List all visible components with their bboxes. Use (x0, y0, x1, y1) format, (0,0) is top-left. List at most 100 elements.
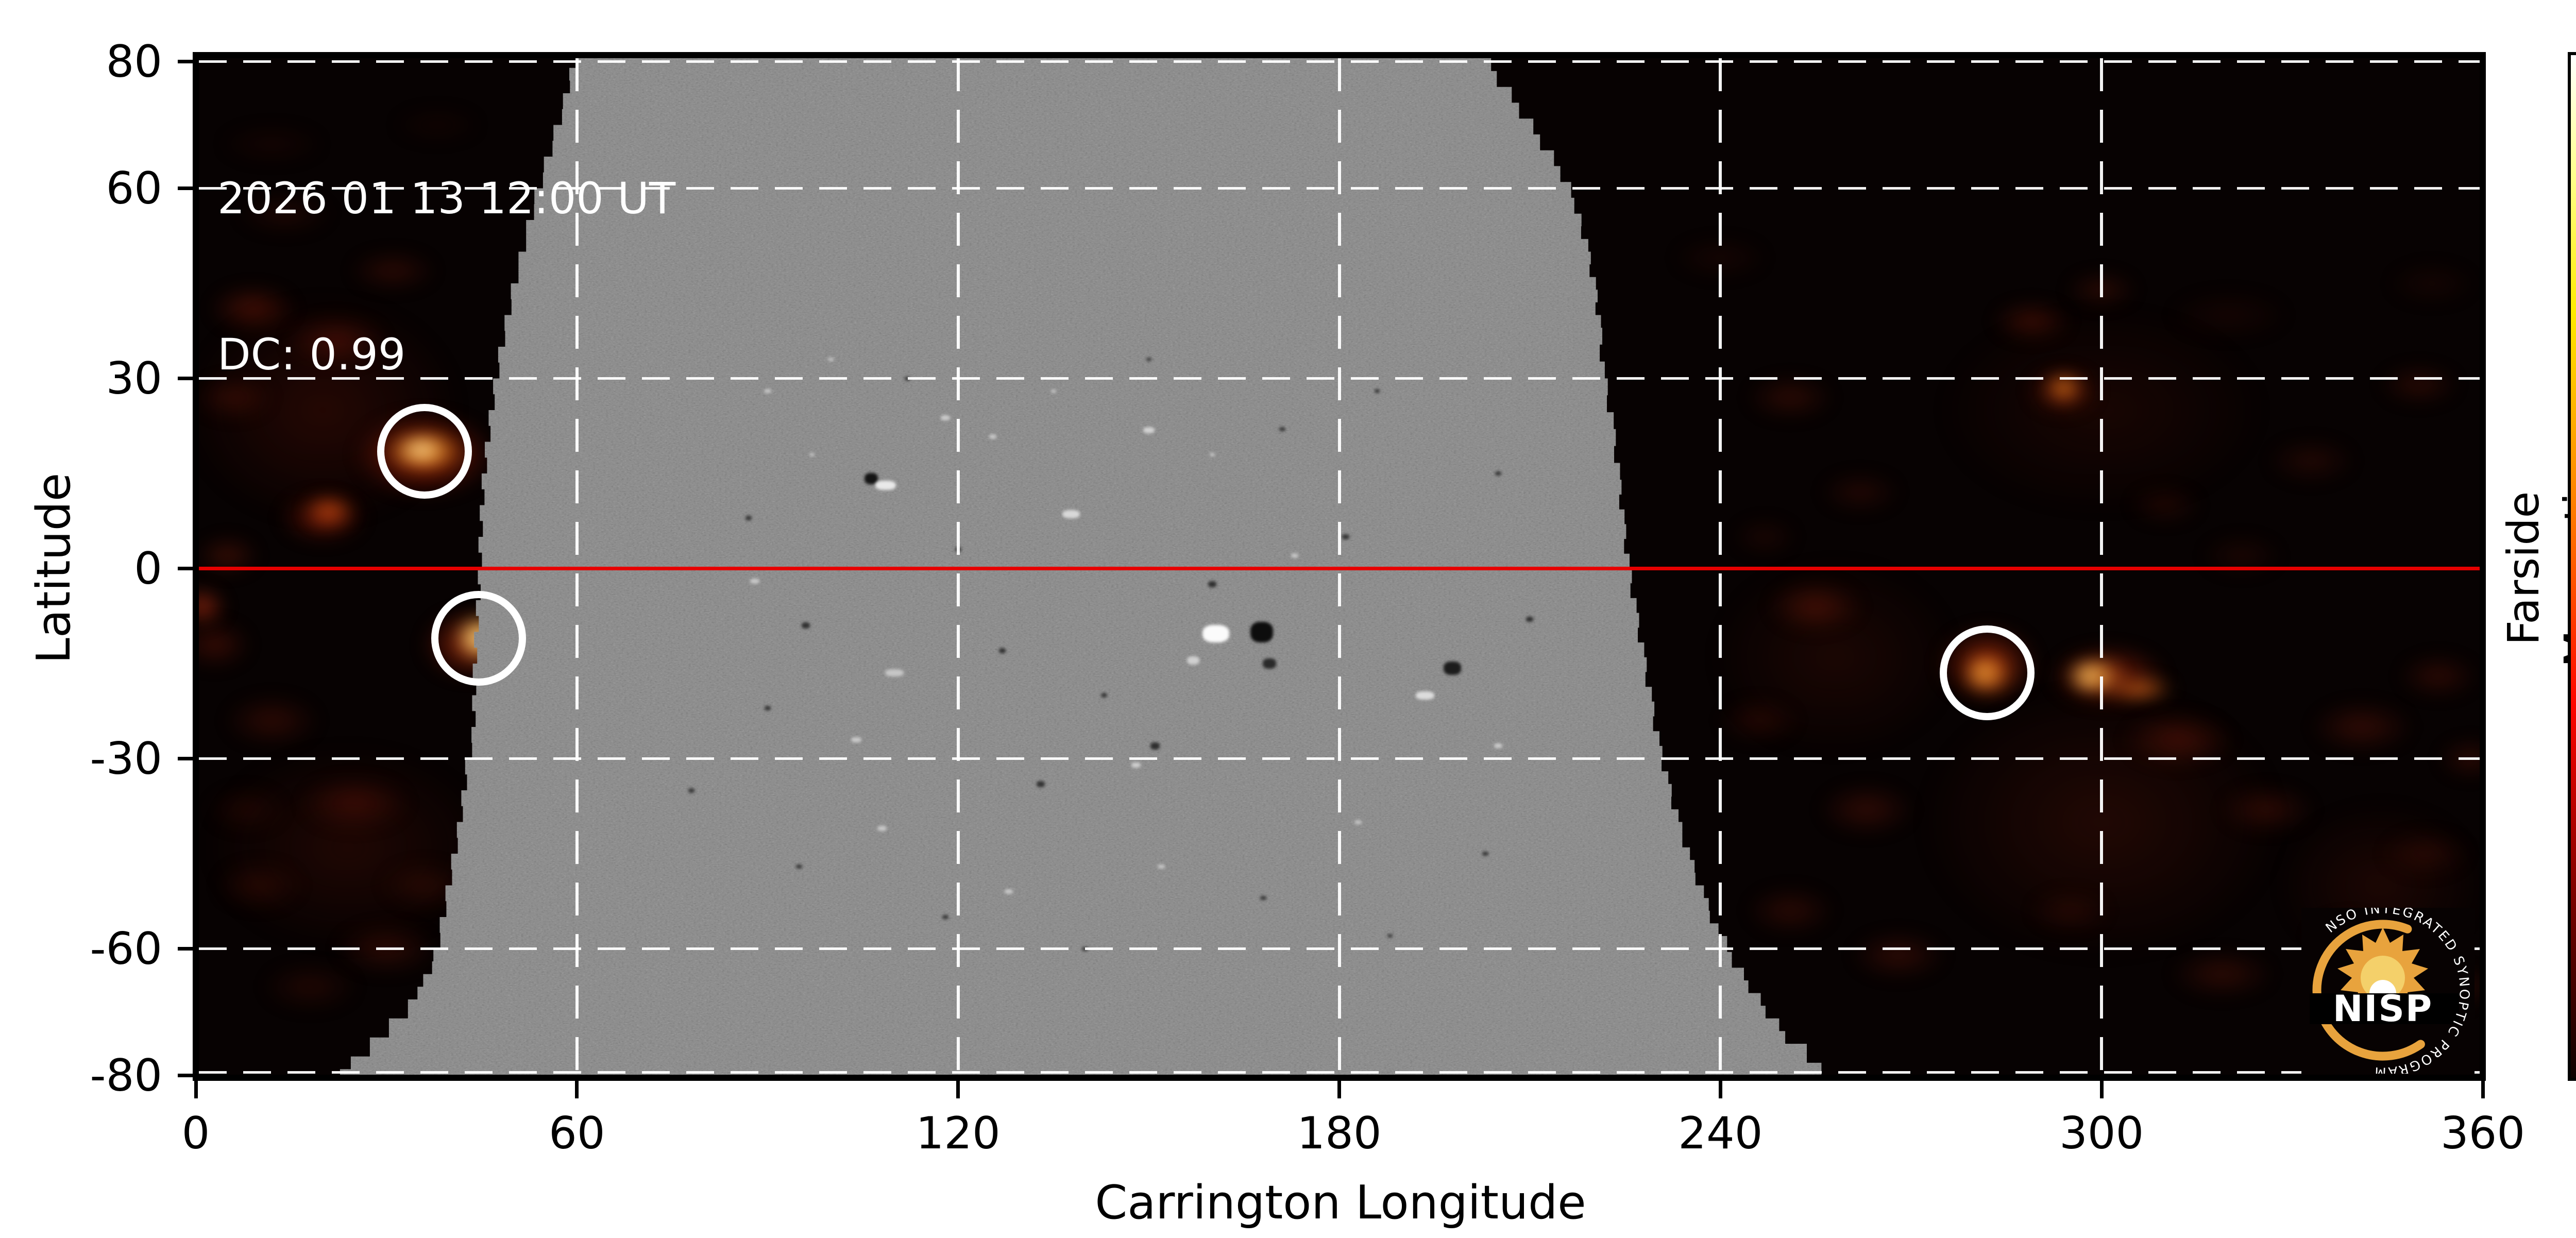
frontside-feature (1146, 358, 1151, 362)
frontside-feature (1250, 621, 1274, 642)
frontside-feature (1187, 656, 1199, 665)
longitude-gridline (1337, 58, 1341, 1075)
gridline-layer (199, 58, 2480, 1075)
x-tick-label: 60 (549, 1108, 605, 1159)
frontside-feature (885, 669, 904, 677)
frontside-feature (1005, 889, 1013, 894)
frontside-feature (851, 737, 862, 742)
x-tick (2099, 1081, 2104, 1098)
timestamp-annotation: 2026 01 13 12:00 UT DC: 0.99 (217, 69, 675, 485)
equator-line (199, 567, 2480, 570)
frontside-features-layer (199, 58, 2480, 1075)
farside-blob (2035, 365, 2092, 410)
frontside-feature (1062, 510, 1080, 518)
frontside-feature (1526, 616, 1534, 622)
frontside-feature (1443, 661, 1461, 675)
farside-blob (2108, 477, 2223, 534)
frontside-feature (1279, 427, 1285, 431)
farside-blob (199, 774, 310, 844)
frontside-feature (796, 864, 803, 869)
frontside-feature (1150, 742, 1160, 750)
farside-blob (199, 679, 348, 762)
frontside-feature (1354, 820, 1362, 824)
frontside-feature (750, 579, 760, 584)
x-tick (575, 1081, 579, 1098)
y-tick (178, 60, 193, 63)
farside-blob (2178, 524, 2305, 588)
y-tick (178, 947, 193, 951)
y-tick-label: 80 (106, 36, 162, 88)
logo-band (2310, 993, 2459, 1024)
frontside-feature (688, 788, 694, 793)
farside-blob (1822, 917, 1975, 993)
frontside-feature (1375, 389, 1380, 394)
annotation-date: 2026 01 13 12:00 UT (217, 173, 676, 224)
farside-blob (1714, 508, 1816, 566)
frontside-feature (942, 915, 948, 919)
y-tick-label: 60 (106, 162, 162, 214)
frontside-feature (828, 358, 835, 362)
active-region-circle (431, 590, 526, 686)
y-tick-label: -80 (90, 1049, 162, 1101)
x-tick (2481, 1081, 2485, 1098)
y-tick-label: 0 (134, 542, 162, 595)
y-tick-label: -30 (90, 733, 162, 785)
farside-colorbar (2568, 52, 2576, 1081)
marked-regions-layer (199, 58, 2480, 1075)
frontside-feature (1260, 896, 1266, 901)
frontside-feature (809, 452, 815, 456)
frontside-feature (745, 515, 752, 520)
frontside-feature (1495, 471, 1501, 476)
annotation-dc: DC: 0.99 (217, 329, 406, 380)
frontside-feature (1209, 452, 1215, 456)
x-tick (1718, 1081, 1722, 1098)
farside-blob (2190, 771, 2343, 847)
frontside-feature (1036, 781, 1045, 787)
farside-blob (2089, 695, 2267, 784)
farside-blob (367, 99, 507, 150)
longitude-gridline (956, 58, 960, 1075)
farside-blob (252, 299, 418, 382)
x-tick (1337, 1081, 1341, 1098)
farside-blob (2006, 879, 2133, 943)
longitude-gridline (2100, 58, 2104, 1075)
x-tick-label: 360 (2440, 1108, 2526, 1159)
frontside-feature (877, 825, 887, 831)
logo-acronym: NISP (2333, 988, 2433, 1030)
frontside-feature (1387, 934, 1393, 938)
map-canvas: 2026 01 13 12:00 UT DC: 0.99 NISP (199, 58, 2480, 1075)
farside-blob (2355, 819, 2480, 889)
y-tick (178, 1074, 193, 1077)
x-tick (956, 1081, 960, 1098)
plot-area: 2026 01 13 12:00 UT DC: 0.99 NISP (193, 52, 2486, 1081)
farside-blob (208, 182, 361, 246)
farside-blob (199, 847, 329, 924)
frontside-feature (1158, 864, 1165, 869)
x-tick-label: 120 (916, 1108, 1001, 1159)
x-axis-title: Carrington Longitude (1095, 1176, 1586, 1230)
frontside-feature (941, 415, 950, 420)
frontside-feature (1482, 852, 1489, 856)
farside-blob (2133, 277, 2324, 353)
frontside-feature (1202, 625, 1230, 643)
y-tick (178, 567, 193, 570)
frontside-feature (764, 705, 771, 710)
x-tick (194, 1081, 198, 1098)
frontside-feature (1143, 427, 1155, 434)
frontside-feature (1131, 762, 1141, 768)
farside-blob (323, 239, 463, 302)
farside-colorbar-title: Farside Magnetic Field Strength (Gauss) (2498, 469, 2576, 668)
active-region-circle (1940, 625, 2035, 721)
farside-blob (199, 115, 355, 173)
x-tick-label: 300 (2059, 1108, 2144, 1159)
frontside-feature (1050, 389, 1056, 393)
frontside-feature (1291, 553, 1299, 558)
farside-blob (199, 362, 298, 433)
frontside-feature (999, 648, 1006, 654)
x-tick-label: 180 (1297, 1108, 1382, 1159)
frontside-feature (864, 472, 878, 484)
frontside-feature (1342, 534, 1349, 539)
y-tick-label: 30 (106, 352, 162, 404)
farside-blob (1695, 686, 1822, 756)
x-tick-label: 0 (181, 1108, 210, 1159)
